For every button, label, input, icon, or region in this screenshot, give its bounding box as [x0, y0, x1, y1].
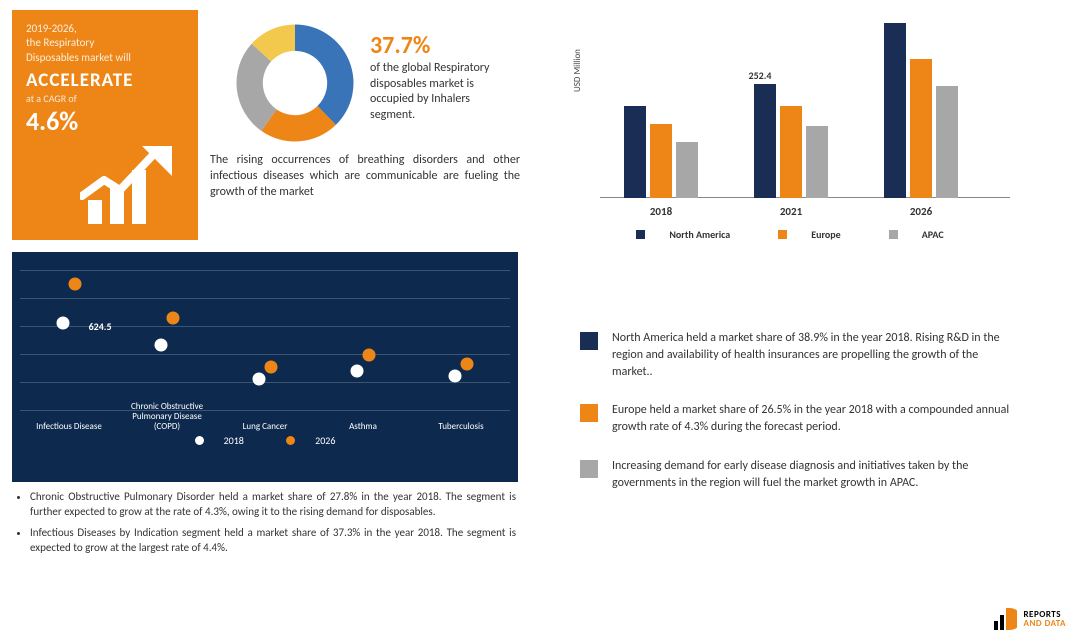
bar-legend-label: Europe — [811, 228, 840, 241]
insight-text: Increasing demand for early disease diag… — [612, 458, 1020, 492]
bar-legend-label: APAC — [922, 228, 944, 241]
brand-logo-icon — [993, 607, 1017, 631]
indication-dot-chart: Infectious Disease Chronic Obstructive Pu… — [12, 252, 518, 482]
legend-label-2018: 2018 — [224, 434, 244, 447]
dot-chart-legend: 2018 2026 — [20, 434, 510, 448]
legend-dot-2018 — [195, 436, 204, 445]
region-bar-chart: USD Million 2018 2021 2026 252.4 North Amer… — [570, 12, 1010, 282]
donut-side-text: of the global Respiratory disposables ma… — [370, 61, 515, 123]
dot-2026 — [166, 311, 179, 324]
bar-x-label: 2021 — [780, 205, 802, 218]
dot-value-label: 624.5 — [89, 320, 112, 333]
insight-row: Europe held a market share of 26.5% in t… — [580, 402, 1020, 436]
dot-x-label: Infectious Disease — [24, 422, 114, 432]
dot-x-label: Tuberculosis — [416, 422, 506, 432]
donut-slice — [295, 25, 354, 125]
cagr-line2: Disposables market will — [26, 51, 184, 65]
region-insights: North America held a market share of 38.… — [580, 330, 1020, 514]
dot-2018 — [253, 373, 266, 386]
bar-group — [746, 84, 836, 198]
bar-legend-swatch — [636, 230, 645, 239]
dot-x-label: Chronic Obstructive Pulmonary Disease (C… — [122, 402, 212, 432]
bar — [650, 124, 672, 198]
growth-arrow-icon — [80, 132, 190, 232]
dot-x-label: Lung Cancer — [220, 422, 310, 432]
legend-dot-2026 — [286, 436, 295, 445]
bar-value-label: 252.4 — [749, 69, 772, 82]
dot-2018 — [155, 338, 168, 351]
indication-note-item: Infectious Diseases by Indication segmen… — [30, 526, 516, 556]
insight-row: Increasing demand for early disease diag… — [580, 458, 1020, 492]
insight-swatch — [580, 332, 598, 350]
dot-2026 — [264, 360, 277, 373]
legend-label-2026: 2026 — [315, 434, 335, 447]
brand-logo: REPORTS AND DATA — [993, 607, 1066, 631]
indication-notes: Chronic Obstructive Pulmonary Disorder h… — [16, 490, 516, 561]
dot-2018 — [57, 316, 70, 329]
bar — [754, 84, 776, 198]
donut-chart — [230, 18, 360, 148]
bar — [936, 86, 958, 199]
bar-legend: North America Europe APAC — [570, 228, 1010, 242]
bar-group — [616, 106, 706, 198]
cagr-box: 2019-2026, the Respiratory Disposables m… — [12, 10, 198, 240]
bar-y-axis-label: USD Million — [572, 49, 583, 92]
dot-2018 — [351, 364, 364, 377]
insight-text: Europe held a market share of 26.5% in t… — [612, 402, 1020, 436]
cagr-label: at a CAGR of — [26, 92, 184, 105]
insight-row: North America held a market share of 38.… — [580, 330, 1020, 380]
indication-note-item: Chronic Obstructive Pulmonary Disorder h… — [30, 490, 516, 520]
donut-percent: 37.7% — [370, 30, 515, 61]
insight-text: North America held a market share of 38.… — [612, 330, 1020, 380]
bar-x-label: 2026 — [910, 205, 932, 218]
bar-legend-swatch — [889, 230, 898, 239]
bar — [780, 106, 802, 198]
cagr-line1: the Respiratory — [26, 36, 184, 50]
donut-caption: The rising occurrences of breathing diso… — [210, 152, 520, 201]
donut-headline: 37.7% of the global Respiratory disposab… — [370, 30, 515, 124]
cagr-accelerate: ACCELERATE — [26, 69, 184, 92]
bar — [884, 23, 906, 198]
insight-swatch — [580, 460, 598, 478]
dot-2026 — [460, 357, 473, 370]
insight-swatch — [580, 404, 598, 422]
bar-legend-swatch — [778, 230, 787, 239]
dot-2018 — [449, 370, 462, 383]
dot-2026 — [68, 278, 81, 291]
bar-legend-label: North America — [669, 228, 730, 241]
cagr-years: 2019-2026, — [26, 22, 184, 36]
dot-2026 — [362, 349, 375, 362]
bar — [910, 59, 932, 199]
bar-group — [876, 23, 966, 198]
bar — [624, 106, 646, 198]
logo-line2: AND DATA — [1023, 618, 1066, 629]
dot-x-label: Asthma — [318, 422, 408, 432]
bar-x-label: 2018 — [650, 205, 672, 218]
bar — [806, 126, 828, 198]
bar — [676, 142, 698, 198]
